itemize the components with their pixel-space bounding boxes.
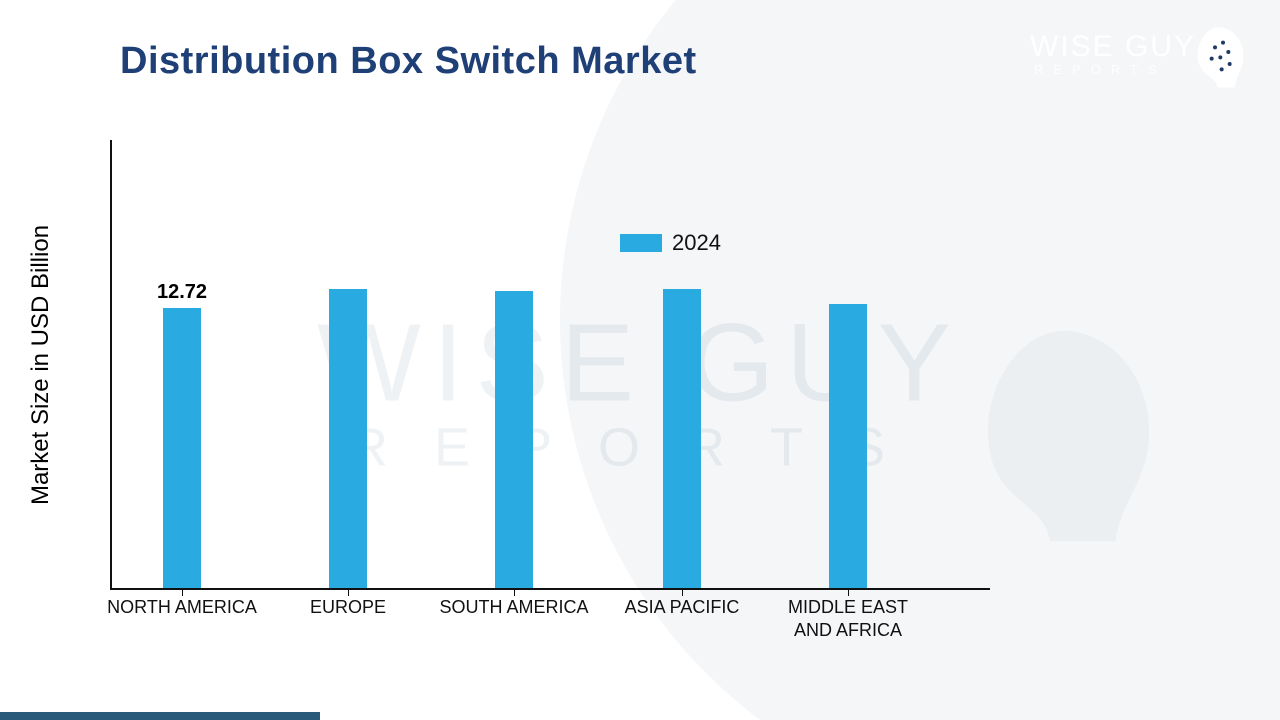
bar-slot: ASIA PACIFIC: [663, 148, 701, 588]
bar: [329, 289, 367, 588]
bar: [829, 304, 867, 588]
bar: [495, 291, 533, 588]
chart-title: Distribution Box Switch Market: [120, 40, 697, 83]
chart-area: NORTH AMERICA12.72 EUROPE SOUTH AMERICA ASI…: [110, 150, 990, 590]
brand-line2: REPORTS: [1030, 62, 1240, 77]
bar-slot: EUROPE: [329, 148, 367, 588]
bar: [163, 308, 201, 588]
y-axis-label: Market Size in USD Billion: [27, 225, 55, 505]
category-label: SOUTH AMERICA: [439, 588, 589, 619]
category-label: MIDDLE EAST AND AFRICA: [773, 588, 923, 641]
category-label: NORTH AMERICA: [107, 588, 257, 619]
bottom-accent-bar: [0, 712, 320, 720]
bar-slot: MIDDLE EAST AND AFRICA: [829, 148, 867, 588]
value-label: 12.72: [157, 281, 207, 304]
category-label: EUROPE: [273, 588, 423, 619]
bar: [663, 289, 701, 588]
bar-slot: NORTH AMERICA: [163, 148, 201, 588]
bars-container: NORTH AMERICA12.72 EUROPE SOUTH AMERICA ASI…: [110, 150, 990, 588]
brand-logo: WISE GUY REPORTS: [1030, 30, 1240, 77]
y-axis-label-wrap: Market Size in USD Billion: [26, 150, 56, 580]
category-label: ASIA PACIFIC: [607, 588, 757, 619]
bar-slot: SOUTH AMERICA: [495, 148, 533, 588]
chart-stage: WISE GUY REPORTS Distribution Box Switch…: [0, 0, 1280, 720]
